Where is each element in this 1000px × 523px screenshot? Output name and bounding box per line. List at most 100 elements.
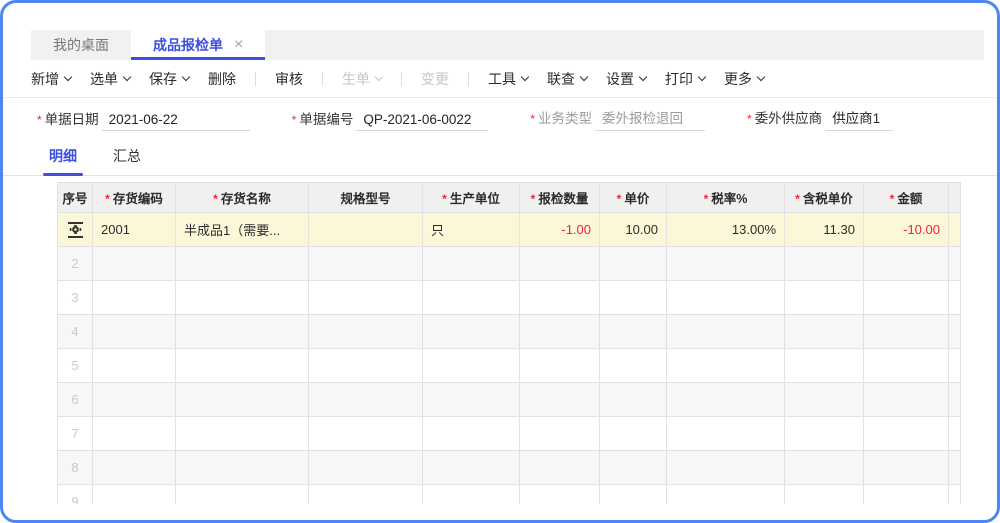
cell-inventory-name[interactable] <box>175 348 309 383</box>
cell-inventory-code[interactable] <box>92 484 176 504</box>
row-seq-cell[interactable] <box>57 212 93 247</box>
cell-spec-model[interactable] <box>308 450 423 485</box>
tab-summary[interactable]: 汇总 <box>113 148 141 164</box>
cell-unit-price[interactable] <box>599 246 667 281</box>
cell-unit-price[interactable] <box>599 416 667 451</box>
cell-inspection-qty[interactable] <box>519 382 600 417</box>
cell-spec-model[interactable] <box>308 484 423 504</box>
cell-filler[interactable] <box>948 484 961 504</box>
cell-filler[interactable] <box>948 348 961 383</box>
cell-filler[interactable] <box>948 382 961 417</box>
cell-inventory-name[interactable] <box>175 314 309 349</box>
cell-production-unit[interactable] <box>422 450 520 485</box>
cell-production-unit[interactable] <box>422 280 520 315</box>
cell-inventory-name[interactable] <box>175 246 309 281</box>
cell-filler[interactable] <box>948 212 961 247</box>
cell-tax-incl-price[interactable]: 11.30 <box>784 212 864 247</box>
cell-filler[interactable] <box>948 314 961 349</box>
cell-production-unit[interactable] <box>422 246 520 281</box>
cell-tax-incl-price[interactable] <box>784 484 864 504</box>
audit-button[interactable]: 审核 <box>275 69 303 89</box>
cell-unit-price[interactable] <box>599 382 667 417</box>
cell-filler[interactable] <box>948 416 961 451</box>
cell-inspection-qty[interactable] <box>519 416 600 451</box>
cell-filler[interactable] <box>948 246 961 281</box>
cell-inspection-qty[interactable] <box>519 484 600 504</box>
window-tab-finished-product-inspection[interactable]: 成品报检单 × <box>131 30 266 60</box>
cell-spec-model[interactable] <box>308 246 423 281</box>
cell-production-unit[interactable] <box>422 348 520 383</box>
save-button[interactable]: 保存 <box>149 69 191 89</box>
cell-spec-model[interactable] <box>308 382 423 417</box>
cell-amount[interactable] <box>863 246 949 281</box>
row-settings-icon[interactable] <box>67 221 83 238</box>
cell-unit-price[interactable] <box>599 348 667 383</box>
cell-spec-model[interactable] <box>308 348 423 383</box>
cell-tax-incl-price[interactable] <box>784 416 864 451</box>
cell-production-unit[interactable] <box>422 382 520 417</box>
bill-date-input[interactable]: 2021-06-22 <box>101 112 250 131</box>
tab-detail[interactable]: 明细 <box>43 146 83 176</box>
cell-tax-rate[interactable] <box>666 484 785 504</box>
window-tab-my-desktop[interactable]: 我的桌面 <box>31 30 131 60</box>
cell-amount[interactable] <box>863 348 949 383</box>
cell-inventory-name[interactable] <box>175 280 309 315</box>
more-button[interactable]: 更多 <box>724 69 766 89</box>
cell-tax-rate[interactable] <box>666 280 785 315</box>
cell-amount[interactable]: -10.00 <box>863 212 949 247</box>
cell-unit-price[interactable] <box>599 450 667 485</box>
cell-inspection-qty[interactable] <box>519 314 600 349</box>
pick-order-button[interactable]: 选单 <box>90 69 132 89</box>
cell-inventory-code[interactable] <box>92 280 176 315</box>
tools-button[interactable]: 工具 <box>488 69 530 89</box>
cell-tax-incl-price[interactable] <box>784 450 864 485</box>
cell-production-unit[interactable]: 只 <box>422 212 520 247</box>
cell-tax-rate[interactable] <box>666 348 785 383</box>
cell-tax-incl-price[interactable] <box>784 382 864 417</box>
cell-tax-incl-price[interactable] <box>784 314 864 349</box>
delete-button[interactable]: 删除 <box>208 69 236 89</box>
cell-unit-price[interactable] <box>599 314 667 349</box>
cell-inventory-code[interactable] <box>92 382 176 417</box>
cell-inventory-name[interactable] <box>175 416 309 451</box>
cell-inspection-qty[interactable]: -1.00 <box>519 212 600 247</box>
print-button[interactable]: 打印 <box>665 69 707 89</box>
cell-filler[interactable] <box>948 450 961 485</box>
cell-spec-model[interactable] <box>308 280 423 315</box>
cell-amount[interactable] <box>863 382 949 417</box>
cell-inspection-qty[interactable] <box>519 280 600 315</box>
cell-tax-incl-price[interactable] <box>784 348 864 383</box>
cell-unit-price[interactable]: 10.00 <box>599 212 667 247</box>
outsource-supplier-input[interactable]: 供应商1 <box>825 107 894 131</box>
cell-spec-model[interactable] <box>308 212 423 247</box>
cell-inventory-code[interactable]: 2001 <box>92 212 176 247</box>
linked-query-button[interactable]: 联查 <box>547 69 589 89</box>
cell-inventory-name[interactable] <box>175 484 309 504</box>
cell-inventory-name[interactable] <box>175 382 309 417</box>
cell-tax-rate[interactable]: 13.00% <box>666 212 785 247</box>
cell-tax-incl-price[interactable] <box>784 280 864 315</box>
cell-tax-rate[interactable] <box>666 246 785 281</box>
add-button[interactable]: 新增 <box>31 69 73 89</box>
cell-inspection-qty[interactable] <box>519 348 600 383</box>
cell-amount[interactable] <box>863 416 949 451</box>
cell-unit-price[interactable] <box>599 484 667 504</box>
cell-spec-model[interactable] <box>308 416 423 451</box>
cell-production-unit[interactable] <box>422 484 520 504</box>
cell-inspection-qty[interactable] <box>519 450 600 485</box>
bill-no-input[interactable]: QP-2021-06-0022 <box>356 112 489 131</box>
cell-inventory-code[interactable] <box>92 450 176 485</box>
cell-inventory-name[interactable] <box>175 450 309 485</box>
cell-amount[interactable] <box>863 280 949 315</box>
cell-filler[interactable] <box>948 280 961 315</box>
cell-tax-rate[interactable] <box>666 450 785 485</box>
cell-amount[interactable] <box>863 450 949 485</box>
cell-amount[interactable] <box>863 314 949 349</box>
cell-tax-rate[interactable] <box>666 314 785 349</box>
cell-production-unit[interactable] <box>422 314 520 349</box>
cell-tax-incl-price[interactable] <box>784 246 864 281</box>
cell-inventory-code[interactable] <box>92 246 176 281</box>
cell-inventory-code[interactable] <box>92 348 176 383</box>
cell-inventory-name[interactable]: 半成品1（需要... <box>175 212 309 247</box>
cell-spec-model[interactable] <box>308 314 423 349</box>
